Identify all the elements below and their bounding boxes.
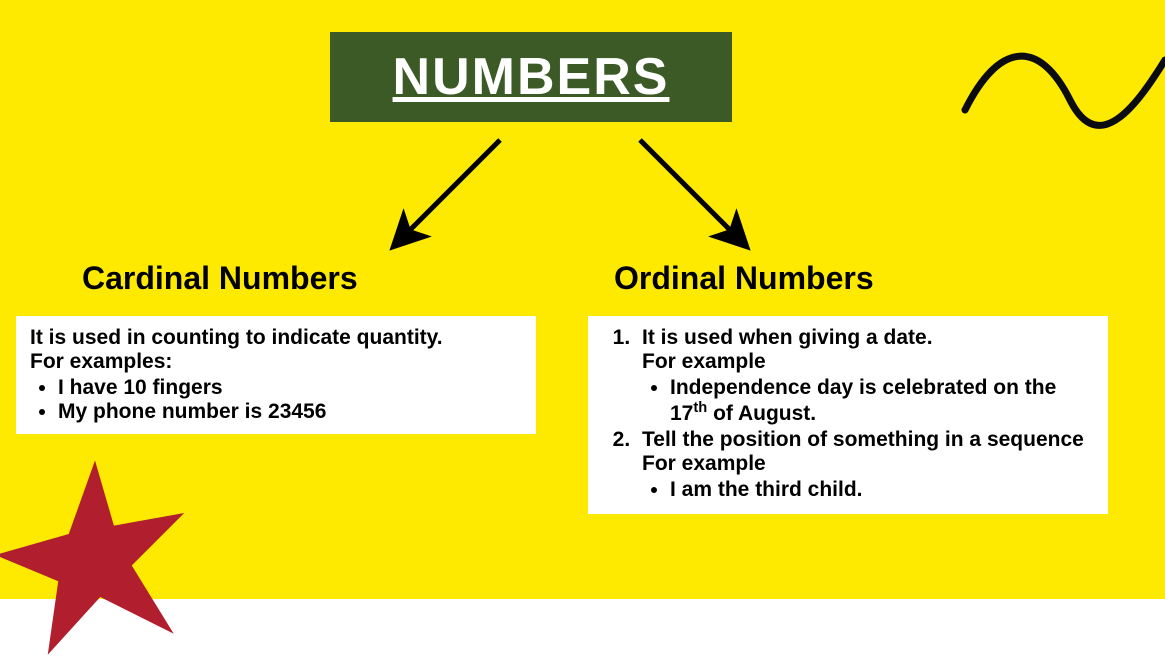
ordinal-item: It is used when giving a date.For exampl… [636,326,1094,426]
cardinal-bullet: I have 10 fingers [58,376,522,400]
squiggle-decoration [960,40,1165,140]
title-box: NUMBERS [330,32,732,122]
ordinal-example-bullet: Independence day is celebrated on the 17… [670,376,1094,426]
cardinal-description-box: It is used in counting to indicate quant… [16,316,536,434]
cardinal-intro: It is used in counting to indicate quant… [30,326,522,350]
star-decoration [0,450,200,660]
cardinal-heading: Cardinal Numbers [82,260,358,297]
ordinal-heading: Ordinal Numbers [614,260,874,297]
cardinal-bullet: My phone number is 23456 [58,400,522,424]
ordinal-example-label: For example [642,350,1094,374]
ordinal-item-text: It is used when giving a date. [642,326,1094,350]
ordinal-example-list: I am the third child. [642,478,1094,502]
ordinal-numbered-list: It is used when giving a date.For exampl… [602,326,1094,502]
cardinal-bullet-list: I have 10 fingersMy phone number is 2345… [30,376,522,424]
ordinal-example-list: Independence day is celebrated on the 17… [642,376,1094,426]
ordinal-example-label: For example [642,452,1094,476]
ordinal-item-text: Tell the position of something in a sequ… [642,428,1094,452]
ordinal-description-box: It is used when giving a date.For exampl… [588,316,1108,514]
ordinal-example-bullet: I am the third child. [670,478,1094,502]
title-text: NUMBERS [393,47,670,107]
cardinal-examples-label: For examples: [30,350,522,374]
ordinal-item: Tell the position of something in a sequ… [636,428,1094,502]
slide: NUMBERS Cardinal Numbers It is used in c… [0,0,1165,599]
